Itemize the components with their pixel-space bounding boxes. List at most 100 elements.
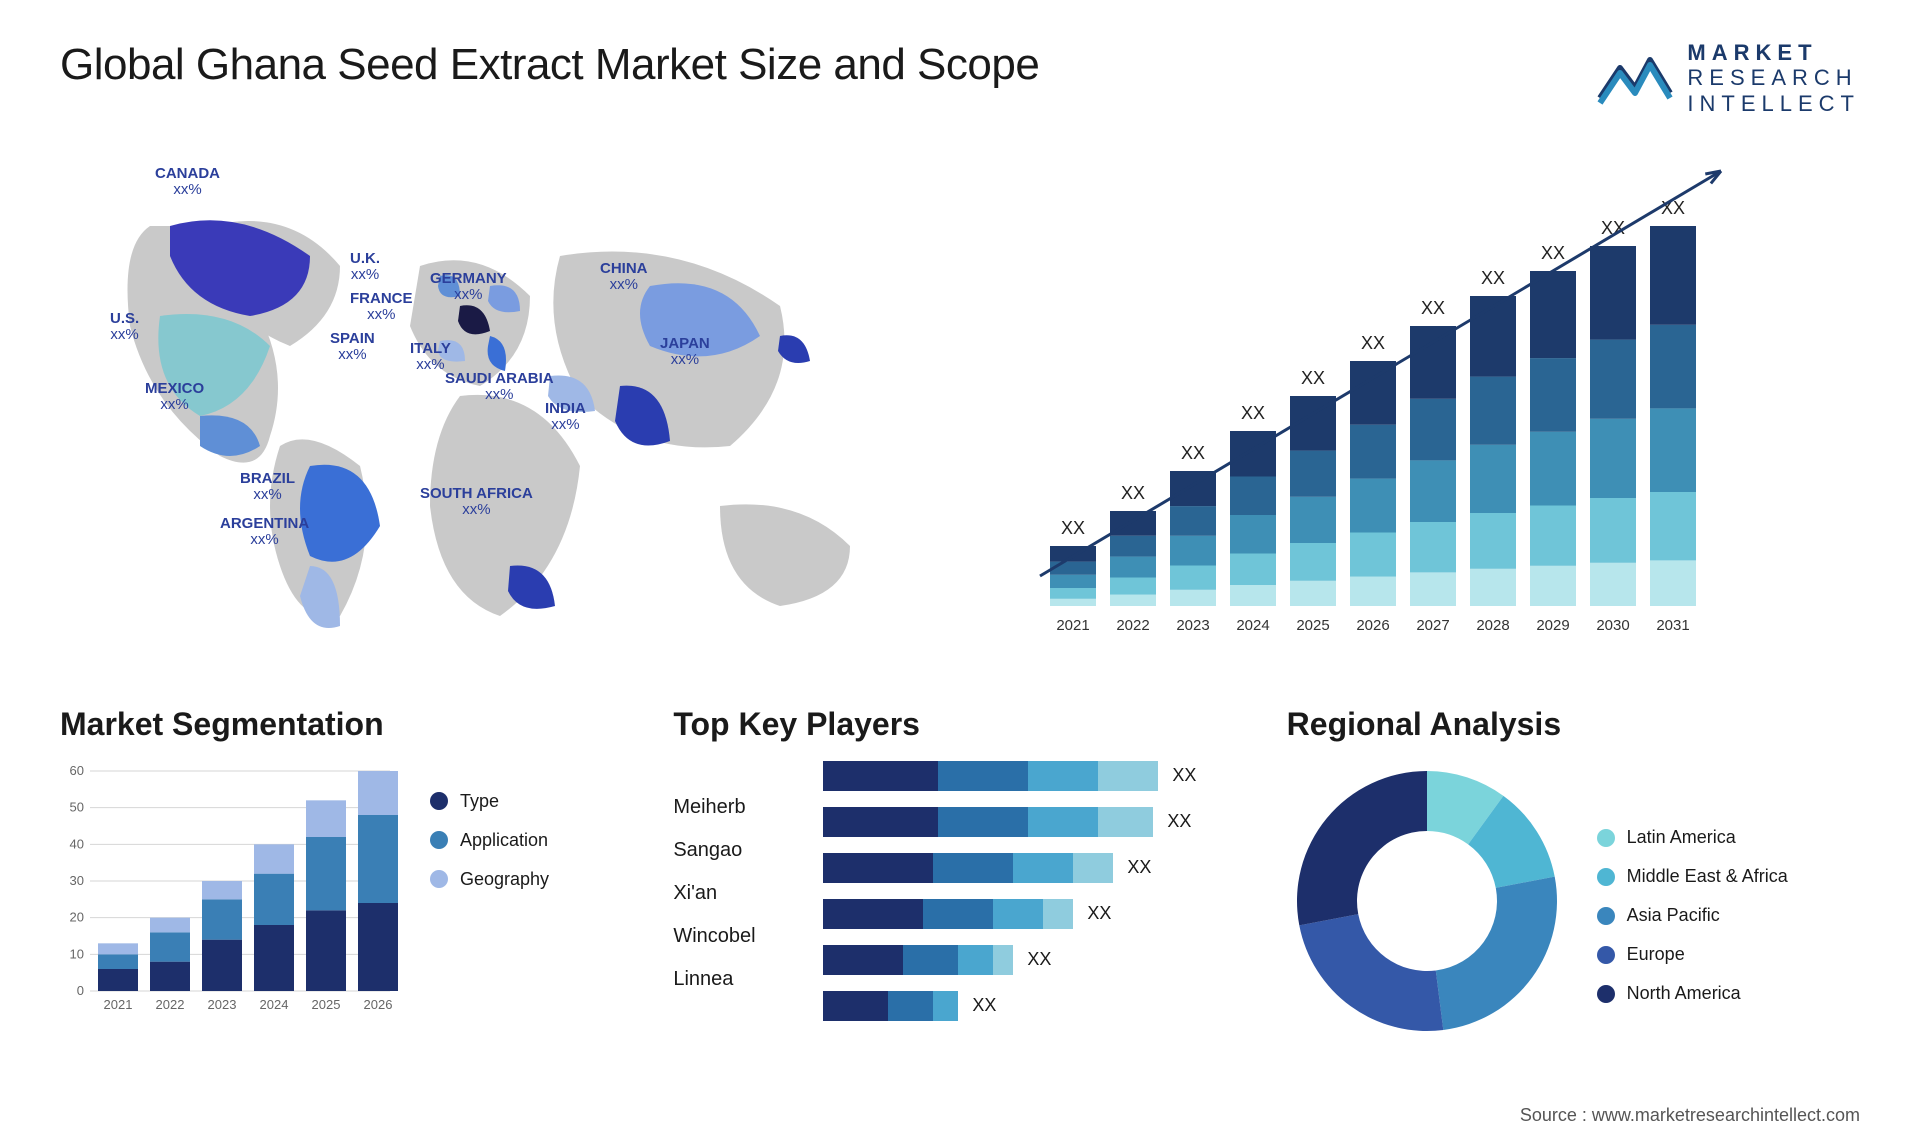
regional-title: Regional Analysis [1287,706,1860,743]
segmentation-legend-item: Application [430,830,549,851]
segmentation-legend: Type Application Geography [430,761,549,890]
svg-text:2026: 2026 [364,997,393,1012]
player-bar [823,853,1113,883]
player-bar-segment [823,853,933,883]
map-label-u-s-: U.S.xx% [110,311,139,344]
player-bar-row: XX [823,945,1246,975]
player-bar-row: XX [823,853,1246,883]
map-label-france: FRANCExx% [350,291,413,324]
player-bar-segment [903,945,958,975]
regional-donut [1287,761,1567,1041]
player-bar-segment [1043,899,1073,929]
player-bar [823,807,1153,837]
growth-chart-panel: 2021XX2022XX2023XX2024XX2025XX2026XX2027… [1020,146,1860,666]
legend-dot-icon [430,831,448,849]
svg-text:2031: 2031 [1656,617,1689,634]
player-bar-segment [823,945,903,975]
segmentation-chart: 0102030405060202120222023202420252026 [60,761,400,1021]
legend-label: Latin America [1627,827,1736,848]
player-value: XX [1127,857,1151,878]
player-bar-row: XX [823,807,1246,837]
player-bar [823,991,958,1021]
player-value: XX [972,995,996,1016]
logo-icon [1595,48,1675,108]
svg-text:2022: 2022 [156,997,185,1012]
legend-dot-icon [1597,946,1615,964]
regional-legend-item: Latin America [1597,827,1788,848]
key-players-title: Top Key Players [673,706,1246,743]
map-label-mexico: MEXICOxx% [145,381,204,414]
player-bar-list: XX XX XX XX XX XX [823,761,1246,1021]
svg-text:2027: 2027 [1416,617,1449,634]
svg-text:60: 60 [70,763,84,778]
player-value: XX [1167,811,1191,832]
segmentation-legend-item: Type [430,791,549,812]
player-bar [823,899,1073,929]
map-label-india: INDIAxx% [545,401,586,434]
svg-text:2025: 2025 [1296,617,1329,634]
svg-text:2023: 2023 [1176,617,1209,634]
svg-text:30: 30 [70,873,84,888]
player-bar-segment [1098,807,1153,837]
legend-label: Type [460,791,499,812]
svg-text:2029: 2029 [1536,617,1569,634]
svg-text:2025: 2025 [312,997,341,1012]
player-bar-segment [1013,853,1073,883]
player-name: Meiherb [673,796,803,819]
map-label-china: CHINAxx% [600,261,648,294]
brand-logo: MARKET RESEARCH INTELLECT [1595,40,1860,116]
legend-dot-icon [1597,829,1615,847]
player-bar-segment [823,761,938,791]
svg-text:2023: 2023 [208,997,237,1012]
player-bar-row: XX [823,761,1246,791]
player-bar-segment [993,945,1013,975]
logo-line-2: RESEARCH [1687,65,1860,90]
player-bar [823,945,1013,975]
map-label-spain: SPAINxx% [330,331,375,364]
player-value: XX [1172,765,1196,786]
legend-dot-icon [1597,985,1615,1003]
legend-label: Europe [1627,944,1685,965]
svg-text:2021: 2021 [1056,617,1089,634]
map-label-brazil: BRAZILxx% [240,471,295,504]
map-label-japan: JAPANxx% [660,336,710,369]
regional-legend: Latin America Middle East & Africa Asia Pa… [1597,797,1788,1004]
svg-text:XX: XX [1481,268,1505,288]
map-label-argentina: ARGENTINAxx% [220,516,309,549]
legend-label: Geography [460,869,549,890]
logo-line-3: INTELLECT [1687,91,1860,116]
player-bar-segment [1028,807,1098,837]
map-label-germany: GERMANYxx% [430,271,507,304]
player-name: Xi'an [673,882,803,905]
legend-label: Application [460,830,548,851]
regional-legend-item: Middle East & Africa [1597,866,1788,887]
svg-text:XX: XX [1541,243,1565,263]
player-value: XX [1087,903,1111,924]
growth-chart: 2021XX2022XX2023XX2024XX2025XX2026XX2027… [1020,166,1800,666]
legend-dot-icon [430,792,448,810]
map-label-italy: ITALYxx% [410,341,451,374]
svg-text:2024: 2024 [260,997,289,1012]
player-bar [823,761,1158,791]
header: Global Ghana Seed Extract Market Size an… [60,40,1860,116]
player-bar-segment [1098,761,1158,791]
svg-text:20: 20 [70,910,84,925]
svg-text:XX: XX [1361,333,1385,353]
svg-text:2022: 2022 [1116,617,1149,634]
svg-text:10: 10 [70,946,84,961]
svg-text:2026: 2026 [1356,617,1389,634]
player-bar-segment [958,945,993,975]
segmentation-title: Market Segmentation [60,706,633,743]
svg-text:XX: XX [1421,298,1445,318]
svg-text:XX: XX [1181,443,1205,463]
source-attribution: Source : www.marketresearchintellect.com [1520,1105,1860,1126]
player-name: Wincobel [673,925,803,948]
segmentation-legend-item: Geography [430,869,549,890]
top-row: CANADAxx%U.S.xx%MEXICOxx%BRAZILxx%ARGENT… [60,146,1860,666]
svg-text:50: 50 [70,800,84,815]
regional-legend-item: North America [1597,983,1788,1004]
legend-label: Asia Pacific [1627,905,1720,926]
player-name: Linnea [673,968,803,991]
svg-text:2024: 2024 [1236,617,1269,634]
bottom-row: Market Segmentation 01020304050602021202… [60,706,1860,1041]
